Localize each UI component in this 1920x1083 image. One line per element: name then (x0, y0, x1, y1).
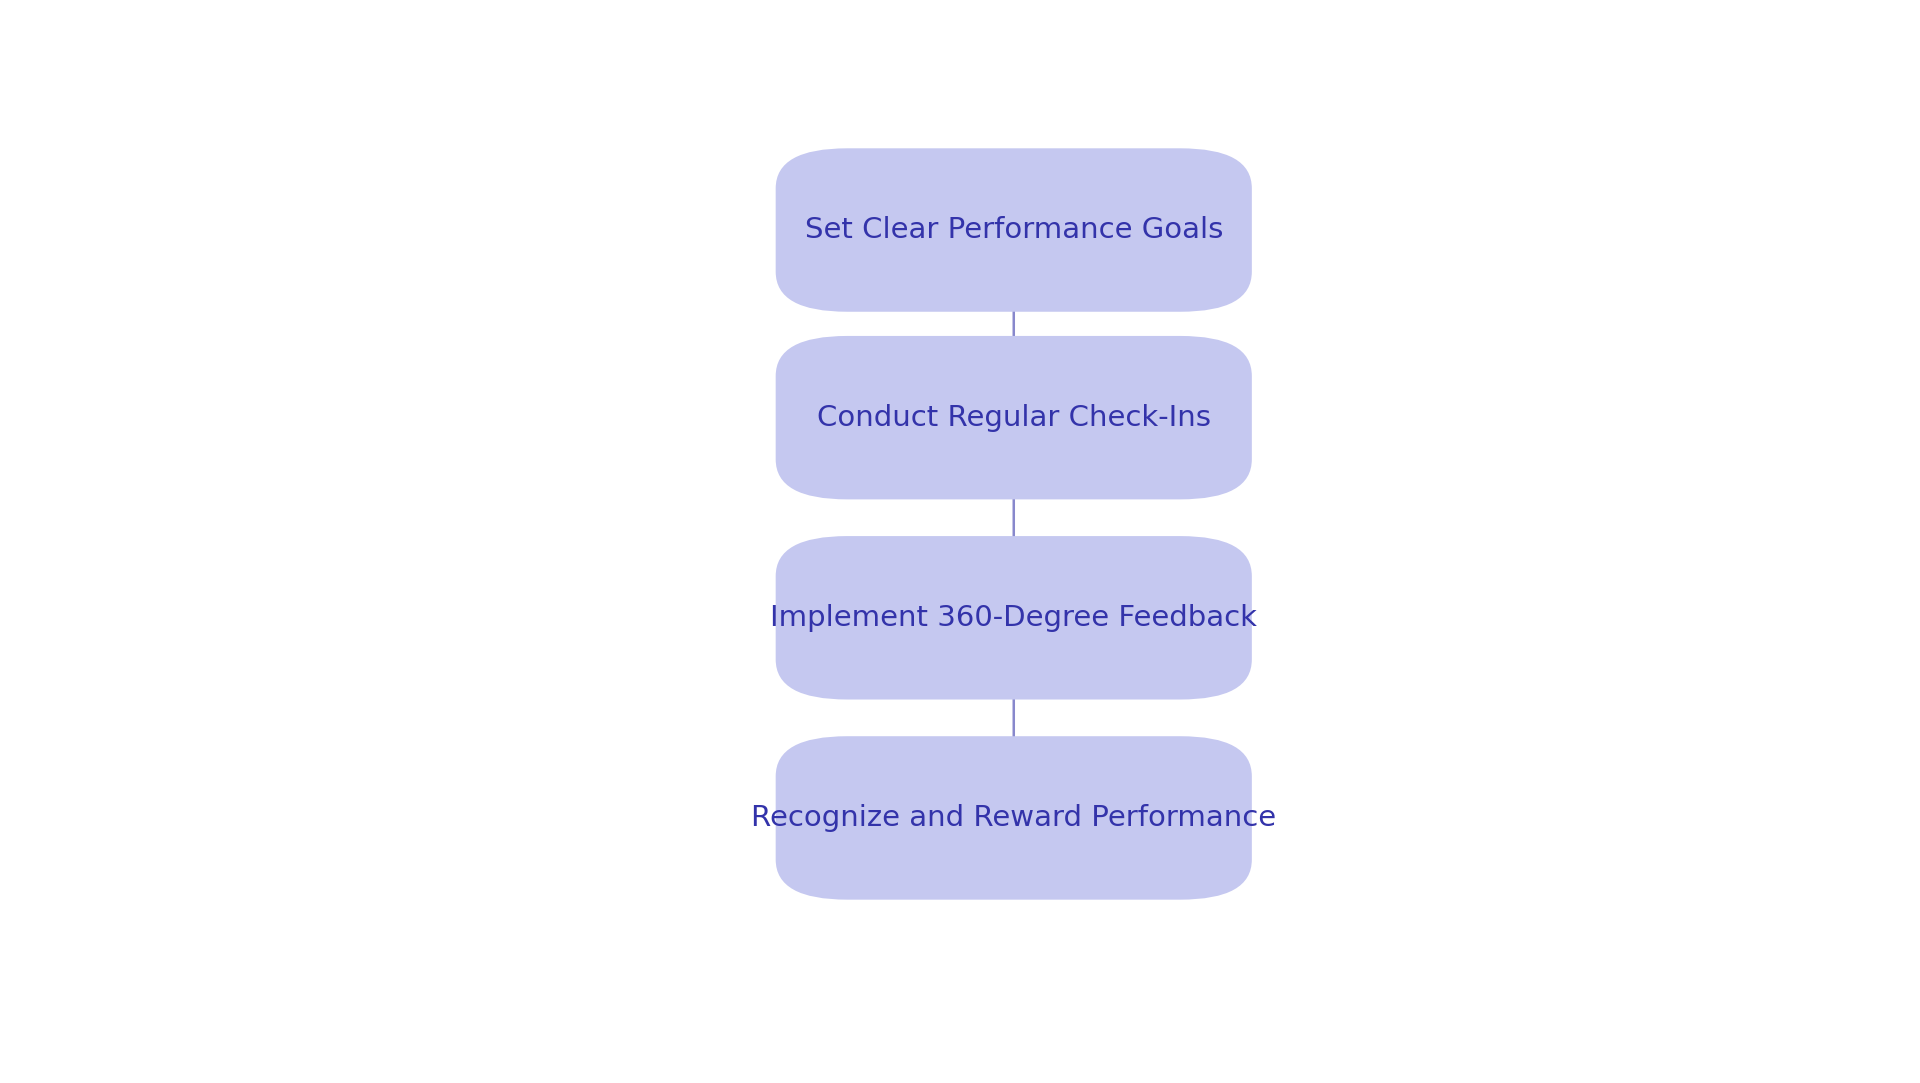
Text: Implement 360-Degree Feedback: Implement 360-Degree Feedback (770, 604, 1258, 631)
Text: Conduct Regular Check-Ins: Conduct Regular Check-Ins (816, 404, 1212, 432)
FancyBboxPatch shape (776, 536, 1252, 700)
Text: Set Clear Performance Goals: Set Clear Performance Goals (804, 216, 1223, 244)
Text: Recognize and Reward Performance: Recognize and Reward Performance (751, 804, 1277, 832)
FancyBboxPatch shape (776, 736, 1252, 900)
FancyBboxPatch shape (776, 336, 1252, 499)
FancyBboxPatch shape (776, 148, 1252, 312)
